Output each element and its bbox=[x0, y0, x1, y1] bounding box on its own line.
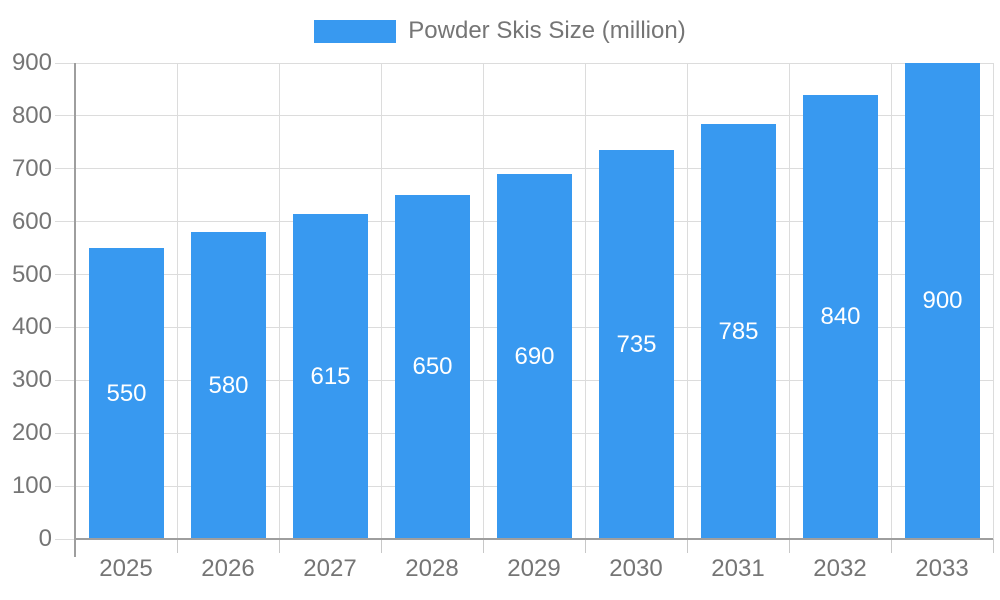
y-axis-label: 900 bbox=[11, 49, 52, 76]
bar-2033[interactable]: 900 bbox=[905, 63, 980, 539]
y-axis-label: 400 bbox=[11, 313, 52, 340]
y-axis-label: 100 bbox=[11, 472, 52, 499]
x-axis-tick bbox=[993, 539, 994, 553]
y-axis-label: 600 bbox=[11, 208, 52, 235]
x-axis-tick bbox=[381, 539, 382, 553]
x-axis-tick bbox=[279, 539, 280, 553]
bar-value-label: 840 bbox=[820, 303, 861, 330]
y-axis-label: 500 bbox=[11, 261, 52, 288]
bar-2029[interactable]: 690 bbox=[497, 174, 572, 539]
x-axis-tick bbox=[483, 539, 484, 553]
x-axis-tick bbox=[585, 539, 586, 553]
x-axis-label: 2026 bbox=[201, 555, 255, 582]
bar-value-label: 900 bbox=[922, 287, 963, 314]
y-axis-tick bbox=[55, 486, 75, 487]
bar-value-label: 785 bbox=[718, 317, 759, 345]
bar-2032[interactable]: 840 bbox=[803, 95, 878, 539]
x-gridline bbox=[177, 63, 178, 539]
bar-value-label: 615 bbox=[310, 362, 351, 390]
x-axis-label: 2028 bbox=[405, 555, 459, 582]
y-gridline bbox=[75, 115, 993, 116]
x-axis-tick bbox=[789, 539, 790, 553]
x-axis-label: 2027 bbox=[303, 555, 357, 582]
x-gridline bbox=[585, 63, 586, 539]
bar-value-label: 650 bbox=[412, 353, 453, 380]
y-axis-tick bbox=[55, 63, 75, 64]
y-axis-label: 800 bbox=[11, 102, 52, 129]
legend-label: Powder Skis Size (million) bbox=[408, 17, 686, 44]
y-gridline bbox=[75, 168, 993, 169]
bar-2027[interactable]: 615 bbox=[293, 214, 368, 539]
bar-2030[interactable]: 735 bbox=[599, 150, 674, 539]
y-axis-tick bbox=[55, 539, 75, 540]
legend-swatch bbox=[314, 19, 397, 43]
bar-value-label: 550 bbox=[106, 379, 147, 407]
x-axis-label: 2030 bbox=[609, 555, 663, 582]
x-axis-label: 2025 bbox=[99, 555, 153, 582]
bar-2025[interactable]: 550 bbox=[89, 248, 164, 539]
x-axis-tick bbox=[177, 539, 178, 553]
x-axis-label: 2031 bbox=[711, 555, 765, 582]
y-axis-tick bbox=[55, 221, 75, 222]
y-axis-tick bbox=[55, 380, 75, 381]
x-axis-label: 2032 bbox=[813, 555, 867, 582]
y-axis-label: 200 bbox=[11, 419, 52, 446]
bar-value-label: 735 bbox=[616, 330, 657, 358]
x-axis-tick bbox=[687, 539, 688, 553]
y-axis-tick bbox=[55, 274, 75, 275]
x-gridline bbox=[993, 63, 994, 539]
x-axis-label: 2029 bbox=[507, 555, 561, 582]
y-axis-label: 300 bbox=[11, 366, 52, 393]
bar-2028[interactable]: 650 bbox=[395, 195, 470, 539]
x-gridline bbox=[381, 63, 382, 539]
bar-2026[interactable]: 580 bbox=[191, 232, 266, 539]
y-axis-tick bbox=[55, 168, 75, 169]
x-axis-line bbox=[74, 538, 993, 540]
x-axis-label: 2033 bbox=[915, 555, 969, 582]
y-axis-tick bbox=[55, 327, 75, 328]
y-axis-tick bbox=[55, 433, 75, 434]
x-gridline bbox=[891, 63, 892, 539]
x-axis-tick bbox=[891, 539, 892, 553]
y-axis-line bbox=[74, 63, 76, 557]
bar-value-label: 690 bbox=[514, 342, 555, 370]
y-axis-label: 0 bbox=[38, 525, 52, 552]
y-axis-label: 700 bbox=[11, 155, 52, 182]
y-axis-tick bbox=[55, 115, 75, 116]
y-gridline bbox=[75, 63, 993, 64]
legend-item[interactable]: Powder Skis Size (million) bbox=[0, 17, 1000, 45]
bar-value-label: 580 bbox=[208, 371, 249, 399]
x-gridline bbox=[279, 63, 280, 539]
x-gridline bbox=[483, 63, 484, 539]
x-gridline bbox=[687, 63, 688, 539]
x-gridline bbox=[789, 63, 790, 539]
bar-2031[interactable]: 785 bbox=[701, 124, 776, 539]
